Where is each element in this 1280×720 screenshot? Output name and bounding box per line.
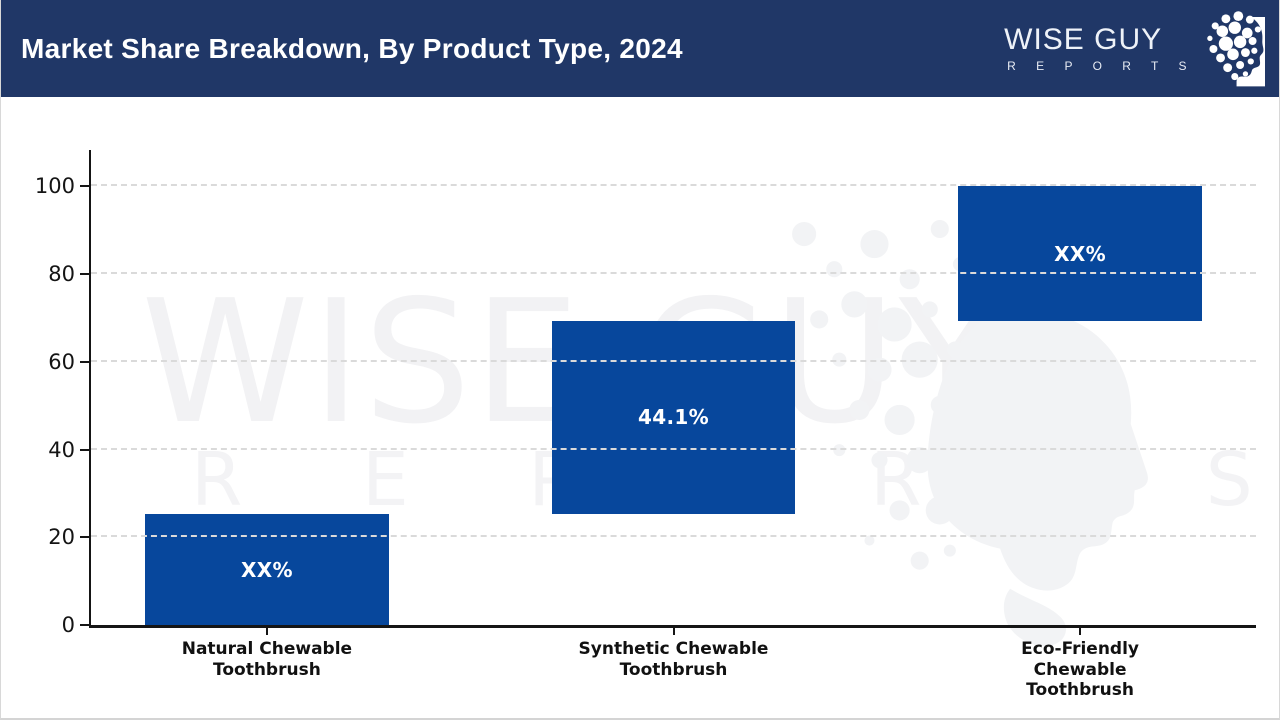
y-axis-tick-mark <box>80 448 89 451</box>
bar-value-label: XX% <box>1054 241 1106 266</box>
x-axis-tick-mark <box>672 628 675 635</box>
logo-face-icon <box>1207 10 1265 86</box>
y-axis-tick-mark <box>80 360 89 363</box>
x-axis-tick-mark <box>1079 628 1082 635</box>
y-axis-tick-mark <box>80 536 89 539</box>
x-axis-tick-mark <box>265 628 268 635</box>
y-axis-tick-mark <box>80 185 89 188</box>
y-axis-tick-label: 80 <box>48 262 75 287</box>
y-axis-tick-label: 40 <box>48 437 75 462</box>
logo-subtitle: R E P O R T S <box>1007 58 1195 73</box>
y-axis-tick-label: 100 <box>34 174 75 199</box>
x-axis-category-label: Synthetic Chewable Toothbrush <box>578 639 769 680</box>
y-axis-tick-label: 20 <box>48 525 75 550</box>
plot-area: 0 20 40 60 80 100 XX% Natural Chewable Toothbru… <box>35 150 1256 700</box>
brand-logo: WISE GUY R E P O R T S <box>1004 9 1265 89</box>
bar-value-label: XX% <box>241 557 293 582</box>
page-title: Market Share Breakdown, By Product Type,… <box>21 32 683 64</box>
gridline <box>91 447 1256 450</box>
x-axis-category-label: Eco-Friendly Chewable Toothbrush <box>1021 639 1140 701</box>
bar-segment: XX% <box>145 514 389 625</box>
logo-text: WISE GUY R E P O R T S <box>1004 22 1195 73</box>
bar-segment: 44.1% <box>551 320 796 515</box>
bar-segment: XX% <box>958 186 1202 321</box>
gridline <box>91 359 1256 362</box>
y-axis-tick-mark <box>80 273 89 276</box>
y-axis-tick-label: 0 <box>61 613 75 637</box>
header: Market Share Breakdown, By Product Type,… <box>1 0 1279 97</box>
gridline <box>91 272 1256 275</box>
x-axis-category-label: Natural Chewable Toothbrush <box>181 639 353 680</box>
y-axis-tick-label: 60 <box>48 349 75 374</box>
y-axis-tick-mark <box>80 624 89 626</box>
bar-value-label: 44.1% <box>638 405 709 430</box>
watermark-head-icon <box>792 219 1148 646</box>
gridline <box>91 184 1256 187</box>
logo-wordmark: WISE GUY <box>1004 22 1163 56</box>
gridline <box>91 535 1256 538</box>
